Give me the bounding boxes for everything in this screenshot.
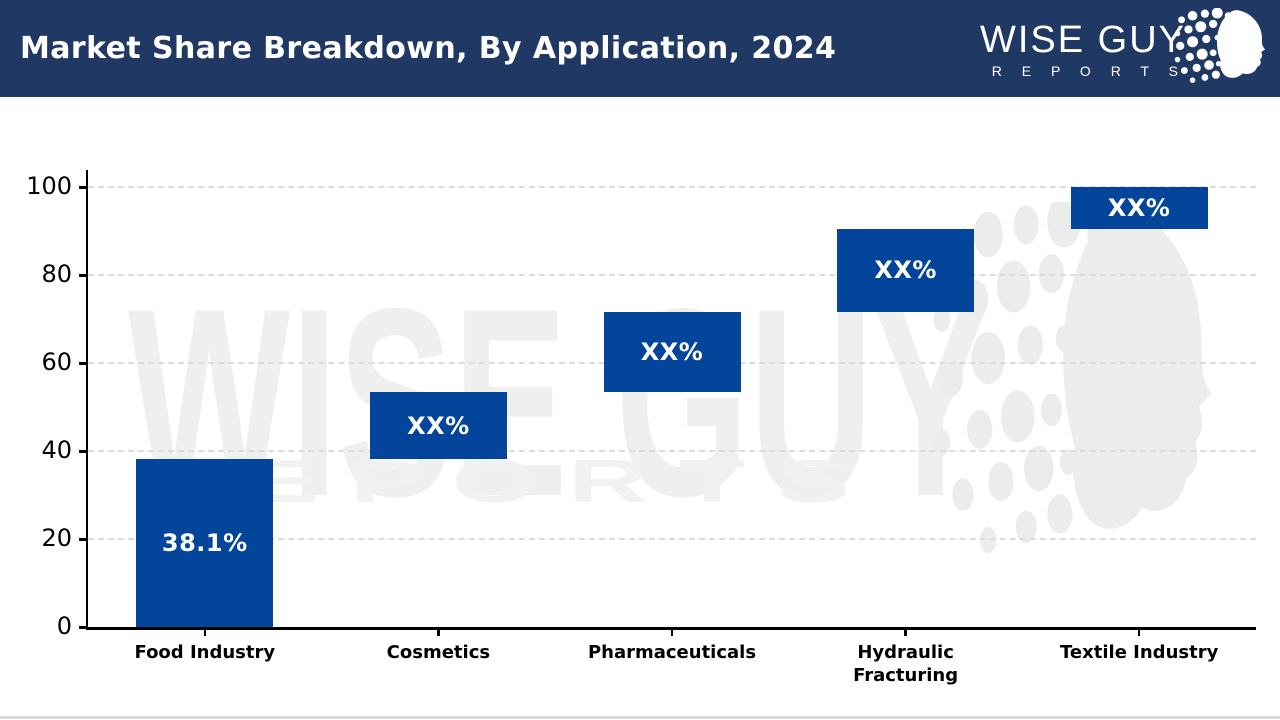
x-axis-label: Hydraulic Fracturing bbox=[853, 642, 959, 687]
chart-title: Market Share Breakdown, By Application, … bbox=[20, 31, 837, 66]
bar-value-label: 38.1% bbox=[161, 529, 248, 558]
gridline-20 bbox=[88, 538, 1256, 540]
logo-wordmark-line1: WISE GUY bbox=[979, 18, 1186, 61]
gridline-100 bbox=[88, 186, 1256, 188]
logo-wordmark-line2: R E P O R T S bbox=[991, 62, 1186, 79]
x-tick-mark bbox=[670, 627, 674, 636]
y-tick-mark bbox=[79, 274, 88, 277]
bar-food-industry: 38.1% bbox=[136, 459, 274, 627]
bar-value-label: XX% bbox=[640, 337, 704, 366]
y-tick-mark bbox=[79, 538, 88, 541]
y-tick-mark bbox=[79, 626, 88, 629]
x-axis-label: Cosmetics bbox=[386, 642, 491, 663]
y-axis-line bbox=[85, 170, 88, 629]
logo-head-icon bbox=[1174, 7, 1266, 83]
gridline-80 bbox=[88, 274, 1256, 276]
y-tick-label: 40 bbox=[41, 436, 72, 464]
y-tick-label: 60 bbox=[41, 348, 72, 376]
y-tick-label: 0 bbox=[56, 612, 72, 640]
logo-wordmark: WISE GUY R E P O R T S bbox=[980, 21, 1186, 79]
bar-cosmetics: XX% bbox=[369, 392, 507, 460]
x-axis-label: Textile Industry bbox=[1060, 642, 1219, 663]
bar-textile-industry: XX% bbox=[1070, 187, 1208, 229]
x-tick-mark bbox=[437, 627, 440, 636]
y-tick-mark bbox=[79, 450, 88, 453]
bar-value-label: XX% bbox=[874, 256, 937, 285]
brand-logo: WISE GUY R E P O R T S bbox=[980, 7, 1268, 92]
bar-value-label: XX% bbox=[1107, 193, 1171, 222]
header-bar: Market Share Breakdown, By Application, … bbox=[0, 0, 1280, 97]
y-tick-label: 20 bbox=[41, 524, 72, 552]
x-axis-label: Pharmaceuticals bbox=[587, 642, 757, 663]
bar-hydraulic-fracturing: XX% bbox=[837, 228, 975, 312]
x-tick-mark bbox=[203, 627, 207, 636]
x-axis-line bbox=[85, 627, 1256, 630]
bottom-border bbox=[0, 716, 1280, 719]
x-tick-mark bbox=[1137, 627, 1141, 636]
x-tick-mark bbox=[904, 627, 907, 636]
y-tick-label: 100 bbox=[26, 172, 72, 200]
bar-value-label: XX% bbox=[407, 411, 470, 440]
plot-area: 0 20 40 60 80 100 38.1% Food Industry XX% Cosmeti… bbox=[0, 97, 1280, 717]
gridline-40 bbox=[88, 450, 1256, 452]
bar-pharmaceuticals: XX% bbox=[603, 311, 741, 393]
y-tick-label: 80 bbox=[41, 260, 72, 288]
y-tick-mark bbox=[79, 186, 88, 189]
y-tick-mark bbox=[79, 362, 88, 365]
waterfall-chart: WISE GUY R E P O R T S 0 20 40 60 80 100 38.1%… bbox=[0, 97, 1280, 717]
x-axis-label: Food Industry bbox=[134, 642, 276, 663]
